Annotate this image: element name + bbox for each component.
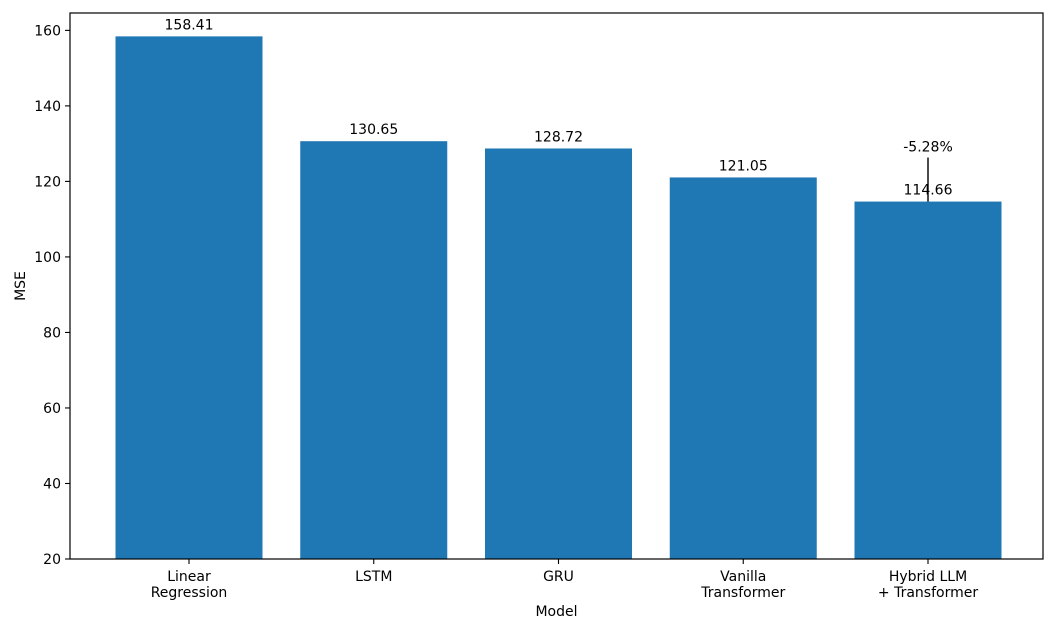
x-tick-label: Transformer bbox=[700, 585, 785, 601]
y-tick-label: 140 bbox=[34, 99, 61, 115]
x-tick-label: + Transformer bbox=[878, 585, 978, 601]
bar-4 bbox=[854, 201, 1002, 559]
x-axis-title: Model bbox=[535, 604, 577, 620]
x-tick-label: LSTM bbox=[355, 569, 392, 585]
x-tick-label: GRU bbox=[543, 569, 574, 585]
bar-value-label: 158.41 bbox=[165, 17, 214, 33]
bar-0 bbox=[115, 36, 263, 559]
x-tick-label: Linear bbox=[167, 569, 211, 585]
bar-2 bbox=[485, 148, 632, 559]
x-tick-label: Regression bbox=[151, 585, 228, 601]
x-tick-label: Hybrid LLM bbox=[889, 569, 967, 585]
y-axis-title: MSE bbox=[13, 271, 29, 301]
axes-frame bbox=[69, 12, 1044, 560]
y-tick-label: 100 bbox=[34, 250, 61, 266]
y-tick-label: 160 bbox=[34, 23, 61, 39]
y-tick-label: 120 bbox=[34, 174, 61, 190]
y-tick-label: 80 bbox=[43, 325, 61, 341]
bar-1 bbox=[300, 141, 448, 560]
bar-value-label: 128.72 bbox=[534, 129, 583, 145]
bar-3 bbox=[669, 177, 817, 560]
bar-value-label: 121.05 bbox=[719, 158, 768, 174]
y-tick-label: 20 bbox=[43, 552, 61, 568]
y-tick-label: 60 bbox=[43, 401, 61, 417]
x-tick-label: Vanilla bbox=[720, 569, 766, 585]
annotation-label: -5.28% bbox=[903, 140, 953, 156]
bar-value-label: 130.65 bbox=[349, 122, 398, 138]
y-tick-label: 40 bbox=[43, 476, 61, 492]
